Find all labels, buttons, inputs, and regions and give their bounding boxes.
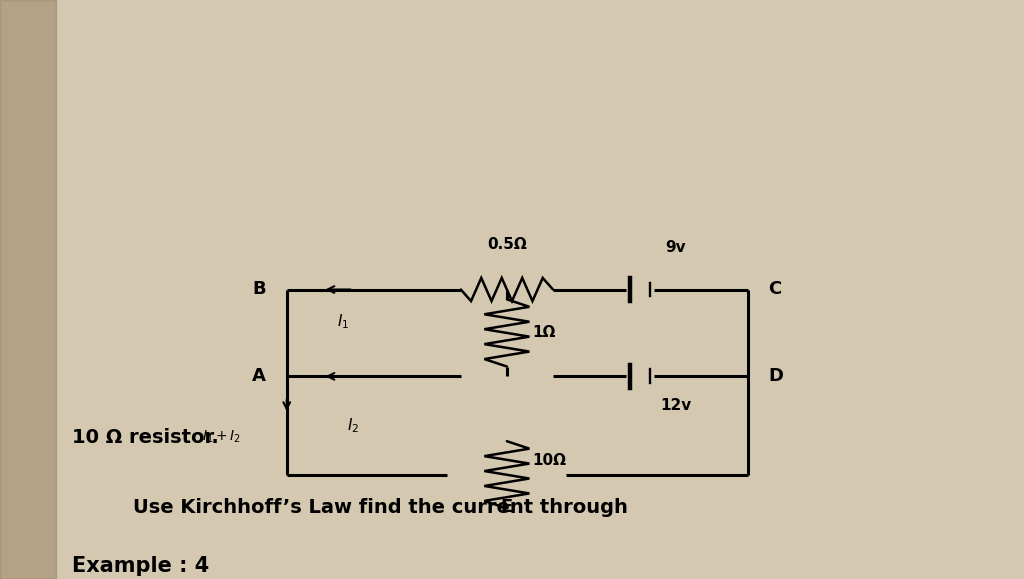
Text: 0.5Ω: 0.5Ω [487, 237, 526, 252]
Text: 9v: 9v [666, 240, 686, 255]
Text: 1Ω: 1Ω [532, 325, 556, 340]
Text: 10Ω: 10Ω [532, 453, 566, 468]
Text: D: D [768, 367, 783, 386]
Text: 10 Ω resistor.: 10 Ω resistor. [72, 428, 218, 448]
Text: $I_1+I_2$: $I_1+I_2$ [202, 429, 241, 445]
Text: E: E [501, 498, 513, 516]
Text: C: C [768, 280, 781, 299]
Text: Example : 4: Example : 4 [72, 556, 209, 576]
Text: B: B [253, 280, 266, 299]
Text: 12v: 12v [660, 398, 692, 413]
Text: A: A [252, 367, 266, 386]
Text: $I_1$: $I_1$ [337, 312, 349, 331]
Text: $I_2$: $I_2$ [347, 416, 359, 435]
Text: Use Kirchhoff’s Law find the current through: Use Kirchhoff’s Law find the current thr… [133, 498, 628, 517]
